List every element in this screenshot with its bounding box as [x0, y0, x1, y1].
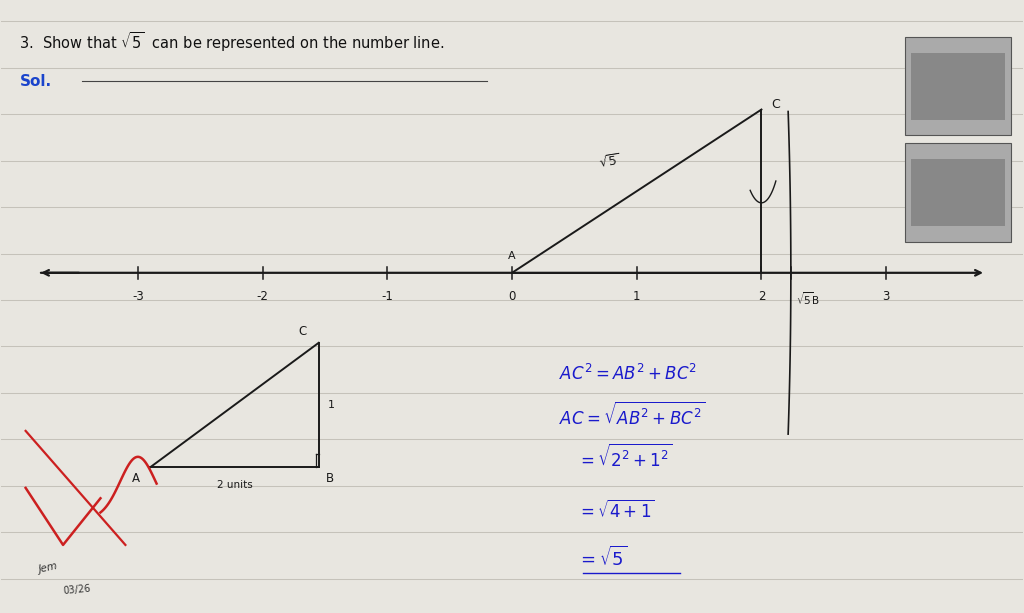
Text: -2: -2	[257, 290, 268, 303]
Text: C: C	[298, 325, 306, 338]
Text: A: A	[508, 251, 516, 261]
Text: $AC^2 = AB^2 + BC^2$: $AC^2 = AB^2 + BC^2$	[559, 364, 697, 384]
Text: 03/26: 03/26	[63, 584, 92, 596]
Text: $= \sqrt{2^2 + 1^2}$: $= \sqrt{2^2 + 1^2}$	[577, 443, 673, 470]
Text: 2 units: 2 units	[217, 480, 252, 490]
Text: 3.  Show that $\sqrt{5}$  can be represented on the number line.: 3. Show that $\sqrt{5}$ can be represent…	[19, 30, 444, 54]
Bar	[905, 143, 1011, 242]
Text: 3: 3	[883, 290, 890, 303]
Text: 1: 1	[328, 400, 335, 410]
Bar	[911, 53, 1005, 120]
Text: $\sqrt{5}$B: $\sqrt{5}$B	[796, 290, 820, 306]
Text: -3: -3	[132, 290, 143, 303]
Bar	[905, 37, 1011, 135]
Text: A: A	[132, 473, 140, 485]
Text: 2: 2	[758, 290, 765, 303]
Text: 1: 1	[633, 290, 640, 303]
Text: Jem: Jem	[38, 562, 59, 576]
Text: $AC = \sqrt{AB^2 + BC^2}$: $AC = \sqrt{AB^2 + BC^2}$	[559, 402, 706, 429]
Bar	[911, 159, 1005, 226]
Text: $= \sqrt{5}$: $= \sqrt{5}$	[577, 546, 628, 570]
Text: C: C	[771, 98, 780, 111]
Text: B: B	[327, 473, 334, 485]
Text: Sol.: Sol.	[19, 74, 51, 88]
Text: $\sqrt{5}$: $\sqrt{5}$	[598, 152, 621, 170]
Text: $= \sqrt{4+1}$: $= \sqrt{4+1}$	[577, 500, 654, 522]
Text: -1: -1	[381, 290, 393, 303]
Text: 0: 0	[508, 290, 516, 303]
